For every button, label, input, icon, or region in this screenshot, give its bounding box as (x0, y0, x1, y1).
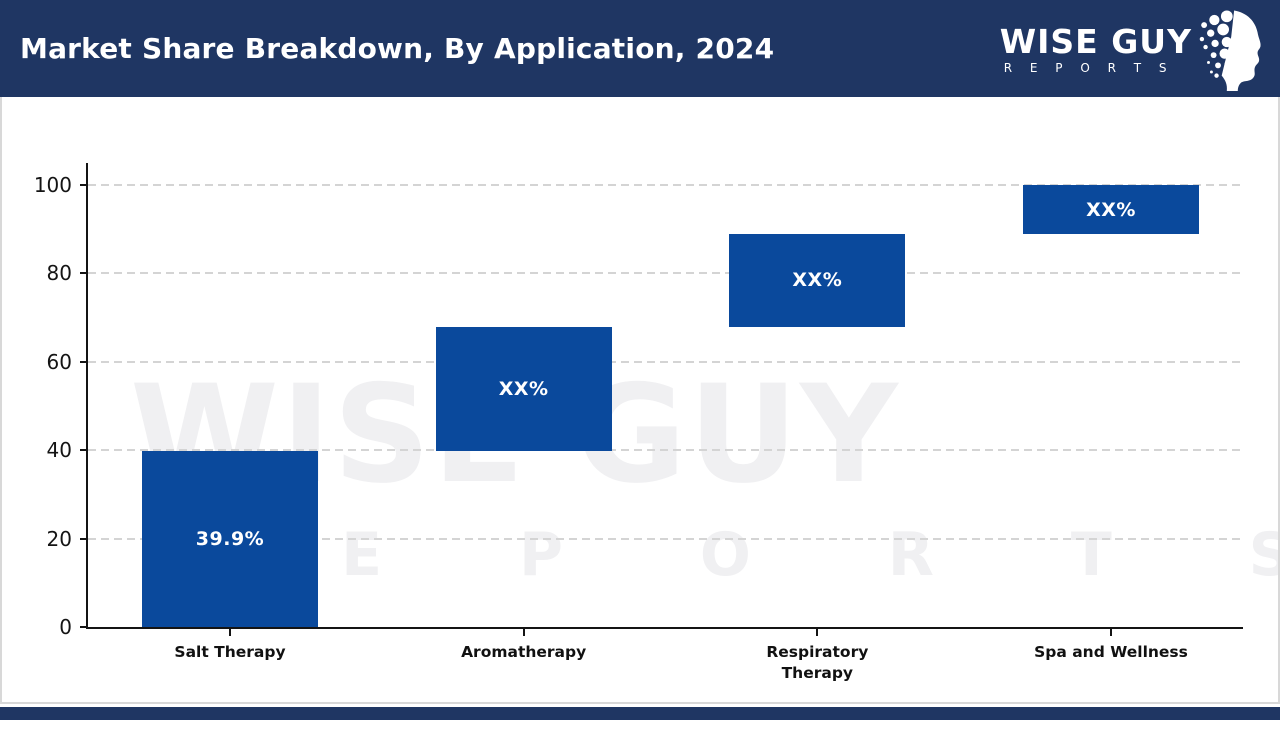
y-tick-mark (80, 537, 88, 540)
y-tick-label: 20 (46, 526, 72, 551)
page-title: Market Share Breakdown, By Application, … (20, 32, 775, 65)
wiseguy-face-icon (1199, 10, 1261, 91)
x-category-label: Respiratory Therapy (766, 643, 869, 682)
plot-area: 0 20 40 60 80 100 39.9% Salt Therapy XX% Aromathe… (0, 97, 1280, 705)
y-tick-label: 80 (46, 261, 72, 286)
wiseguy-logo: WISE GUY R E P O R T S (1000, 8, 1262, 92)
x-tick-mark (522, 629, 525, 636)
x-tick-mark (229, 629, 231, 636)
y-tick-mark (80, 360, 88, 363)
y-tick-mark (80, 626, 88, 628)
wiseguy-brand-text: WISE GUY (999, 21, 1192, 61)
bar-segment: XX% (435, 326, 612, 451)
x-category-label: Aromatherapy (461, 643, 587, 661)
x-tick-mark (1110, 629, 1112, 636)
bar-segment: 39.9% (142, 450, 318, 627)
bar-segment: XX% (729, 234, 906, 327)
gridline-100 (88, 184, 1243, 186)
footer-bar (0, 707, 1280, 720)
y-tick-mark (80, 272, 88, 275)
x-axis-line (86, 627, 1243, 629)
x-tick-mark (816, 629, 819, 636)
bar-value-label: XX% (1086, 198, 1136, 221)
bar-value-label: 39.9% (195, 527, 265, 550)
x-category-label: Spa and Wellness (1034, 643, 1188, 661)
y-tick-label: 60 (46, 349, 72, 374)
y-tick-mark (80, 184, 88, 186)
bar-value-label: XX% (792, 269, 843, 292)
gridline-20 (88, 537, 1243, 540)
y-tick-mark (80, 449, 88, 452)
watermark-reports-text: R E P O R T S (158, 520, 1280, 590)
y-tick-label: 40 (46, 438, 72, 463)
bar-segment: XX% (1023, 185, 1199, 235)
y-axis-line (86, 163, 88, 629)
header-bar: Market Share Breakdown, By Application, … (0, 0, 1280, 97)
y-tick-label: 100 (33, 173, 72, 197)
x-category-label: Salt Therapy (174, 643, 286, 661)
bar-value-label: XX% (498, 377, 549, 400)
gridline-60 (88, 360, 1243, 363)
y-tick-label: 0 (59, 615, 72, 639)
wiseguy-reports-text: R E P O R T S (1003, 61, 1174, 76)
gridline-80 (88, 272, 1243, 275)
wiseguy-logo-text: WISE GUY R E P O R T S (999, 21, 1192, 76)
gridline-40 (88, 449, 1243, 452)
